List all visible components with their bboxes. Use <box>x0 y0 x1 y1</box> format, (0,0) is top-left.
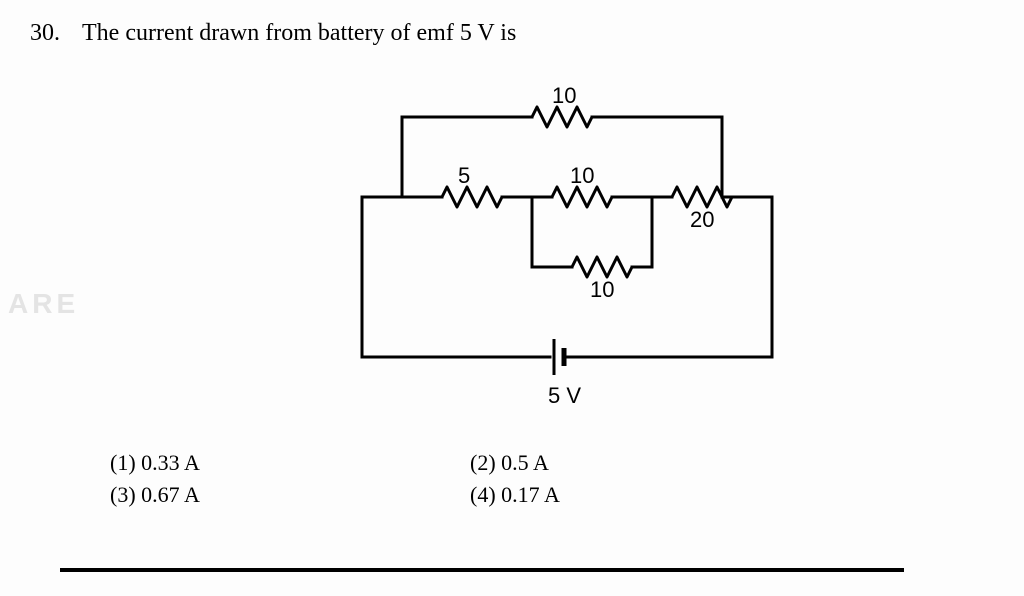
bottom-divider <box>60 568 904 572</box>
svg-text:5: 5 <box>458 163 470 188</box>
option-4: (4) 0.17 A <box>470 482 790 508</box>
svg-text:20: 20 <box>690 207 714 232</box>
option-1: (1) 0.33 A <box>110 450 430 476</box>
circuit-svg: 10 5 10 20 10 5 V <box>292 57 812 437</box>
question-number: 30. <box>30 20 70 47</box>
watermark-text: ARE <box>8 288 79 320</box>
svg-text:10: 10 <box>590 277 614 302</box>
svg-text:10: 10 <box>552 83 576 108</box>
circuit-diagram: 10 5 10 20 10 5 V <box>110 57 994 442</box>
question-text: The current drawn from battery of emf 5 … <box>82 20 516 47</box>
question-header: 30. The current drawn from battery of em… <box>30 20 994 47</box>
svg-text:5 V: 5 V <box>548 383 581 408</box>
svg-text:10: 10 <box>570 163 594 188</box>
option-3: (3) 0.67 A <box>110 482 430 508</box>
option-2: (2) 0.5 A <box>470 450 790 476</box>
answer-options: (1) 0.33 A (2) 0.5 A (3) 0.67 A (4) 0.17… <box>110 450 994 508</box>
